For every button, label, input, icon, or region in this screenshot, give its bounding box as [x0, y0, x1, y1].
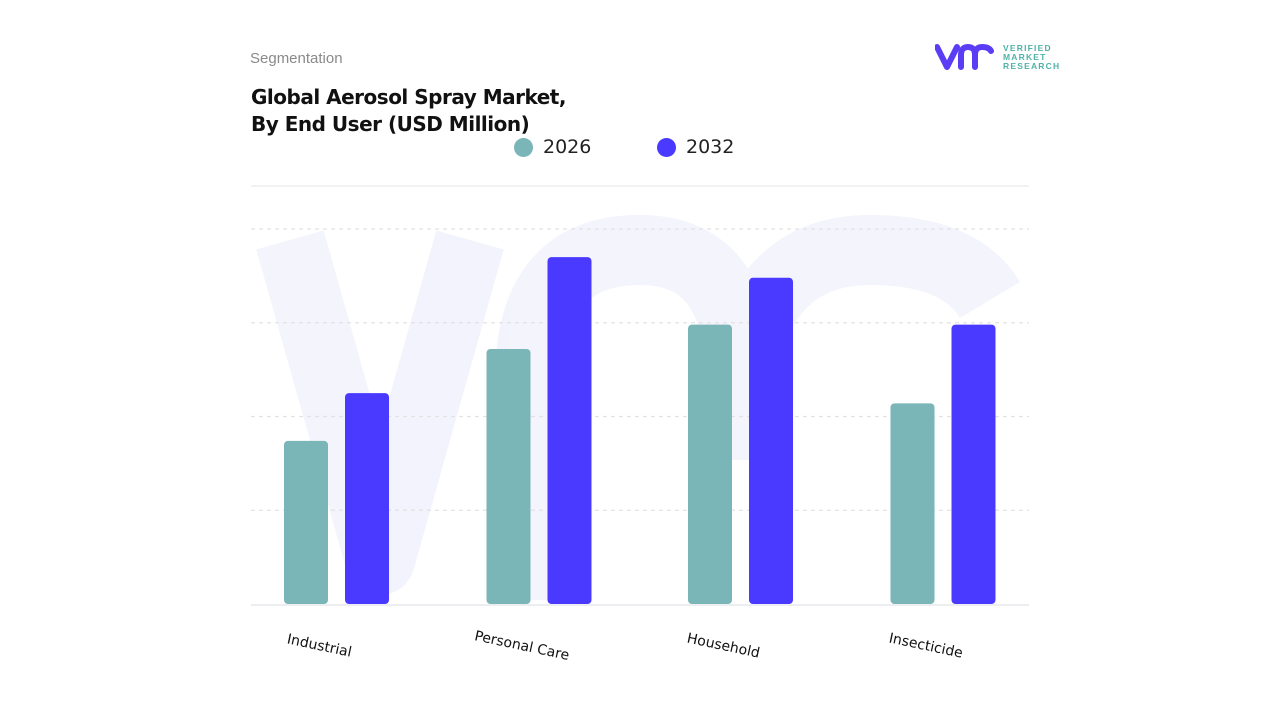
legend-swatch-2032: [657, 137, 676, 157]
legend-item-2026: 2026: [514, 136, 591, 158]
logo-text: VERIFIED MARKET RESEARCH: [1003, 42, 1061, 71]
bar-insecticide-2026: [890, 403, 935, 604]
bar-industrial-2026: [284, 440, 328, 604]
bar-industrial-2032: [345, 393, 389, 604]
bar-household-2026: [688, 324, 732, 604]
logo: VERIFIED MARKET RESEARCH: [935, 43, 1060, 71]
bar-personal-care-2026: [486, 349, 531, 604]
bar-household-2032: [749, 277, 793, 604]
logo-line3: RESEARCH: [1003, 60, 1061, 71]
legend-label-2026: 2026: [543, 136, 592, 158]
legend-item-2032: 2032: [657, 136, 734, 158]
bar-personal-care-2032: [547, 257, 592, 604]
bars: [284, 257, 996, 604]
chart-title-line2: By End User (USD Million): [251, 112, 530, 136]
bar-insecticide-2032: [951, 324, 996, 604]
watermark: [256, 214, 1021, 600]
x-tick-label: Insecticide: [887, 630, 964, 661]
chart-title: Global Aerosol Spray Market, By End User…: [251, 84, 566, 138]
vmr-logo-icon: [935, 43, 994, 70]
section-label: Segmentation: [250, 50, 343, 67]
x-tick-label: Personal Care: [473, 628, 571, 664]
logo-line1: VERIFIED: [1003, 42, 1052, 53]
x-tick-label: Industrial: [286, 631, 354, 660]
x-tick-label: Household: [685, 631, 761, 662]
chart-title-line1: Global Aerosol Spray Market,: [251, 85, 566, 109]
x-tick-labels: Industrial Personal Care Household Insectic…: [286, 628, 965, 664]
logo-line2: MARKET: [1003, 51, 1047, 62]
legend-swatch-2026: [514, 137, 533, 157]
legend-label-2032: 2032: [686, 136, 735, 158]
